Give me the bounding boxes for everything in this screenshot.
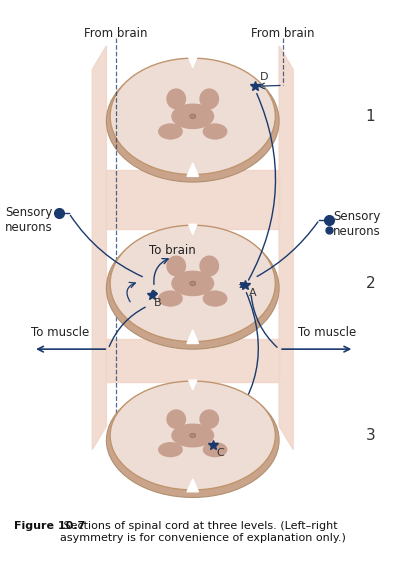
Text: Figure 10.7: Figure 10.7	[15, 521, 85, 531]
Polygon shape	[189, 224, 197, 234]
Ellipse shape	[202, 291, 228, 307]
Text: 1: 1	[365, 109, 375, 124]
Ellipse shape	[110, 381, 275, 490]
Polygon shape	[187, 330, 198, 343]
Text: From brain: From brain	[84, 27, 147, 40]
Ellipse shape	[166, 256, 186, 277]
Polygon shape	[92, 46, 107, 450]
Ellipse shape	[190, 433, 196, 438]
Polygon shape	[189, 380, 197, 390]
Text: Sensory
neurons: Sensory neurons	[333, 211, 381, 238]
Ellipse shape	[158, 291, 183, 307]
Text: To muscle: To muscle	[298, 326, 356, 339]
Ellipse shape	[110, 225, 275, 342]
Text: Sensory
neurons: Sensory neurons	[4, 205, 52, 234]
Text: B: B	[154, 299, 162, 309]
Polygon shape	[189, 57, 197, 67]
Polygon shape	[279, 46, 293, 450]
Ellipse shape	[199, 88, 219, 110]
Text: To muscle: To muscle	[31, 326, 90, 339]
Ellipse shape	[107, 383, 279, 498]
Text: 3: 3	[365, 428, 375, 443]
Polygon shape	[107, 170, 279, 229]
Text: To brain: To brain	[149, 244, 196, 257]
Ellipse shape	[166, 409, 186, 429]
Polygon shape	[107, 339, 279, 382]
Ellipse shape	[199, 409, 219, 429]
Polygon shape	[187, 479, 198, 492]
Ellipse shape	[158, 124, 183, 140]
Text: D: D	[259, 71, 268, 82]
Ellipse shape	[202, 124, 228, 140]
Text: Sections of spinal cord at three levels. (Left–right
asymmetry is for convenienc: Sections of spinal cord at three levels.…	[60, 521, 346, 542]
Polygon shape	[187, 163, 198, 176]
Ellipse shape	[171, 423, 214, 448]
Text: A: A	[249, 288, 257, 298]
Ellipse shape	[158, 442, 183, 457]
Ellipse shape	[107, 60, 279, 182]
Ellipse shape	[202, 442, 228, 457]
Text: C: C	[216, 448, 224, 458]
Ellipse shape	[190, 281, 196, 286]
Ellipse shape	[190, 114, 196, 119]
Ellipse shape	[171, 271, 214, 296]
Ellipse shape	[199, 256, 219, 277]
Ellipse shape	[110, 58, 275, 175]
Ellipse shape	[171, 104, 214, 129]
Ellipse shape	[107, 227, 279, 349]
Text: From brain: From brain	[251, 27, 315, 40]
Ellipse shape	[166, 88, 186, 110]
Text: 2: 2	[365, 276, 375, 291]
